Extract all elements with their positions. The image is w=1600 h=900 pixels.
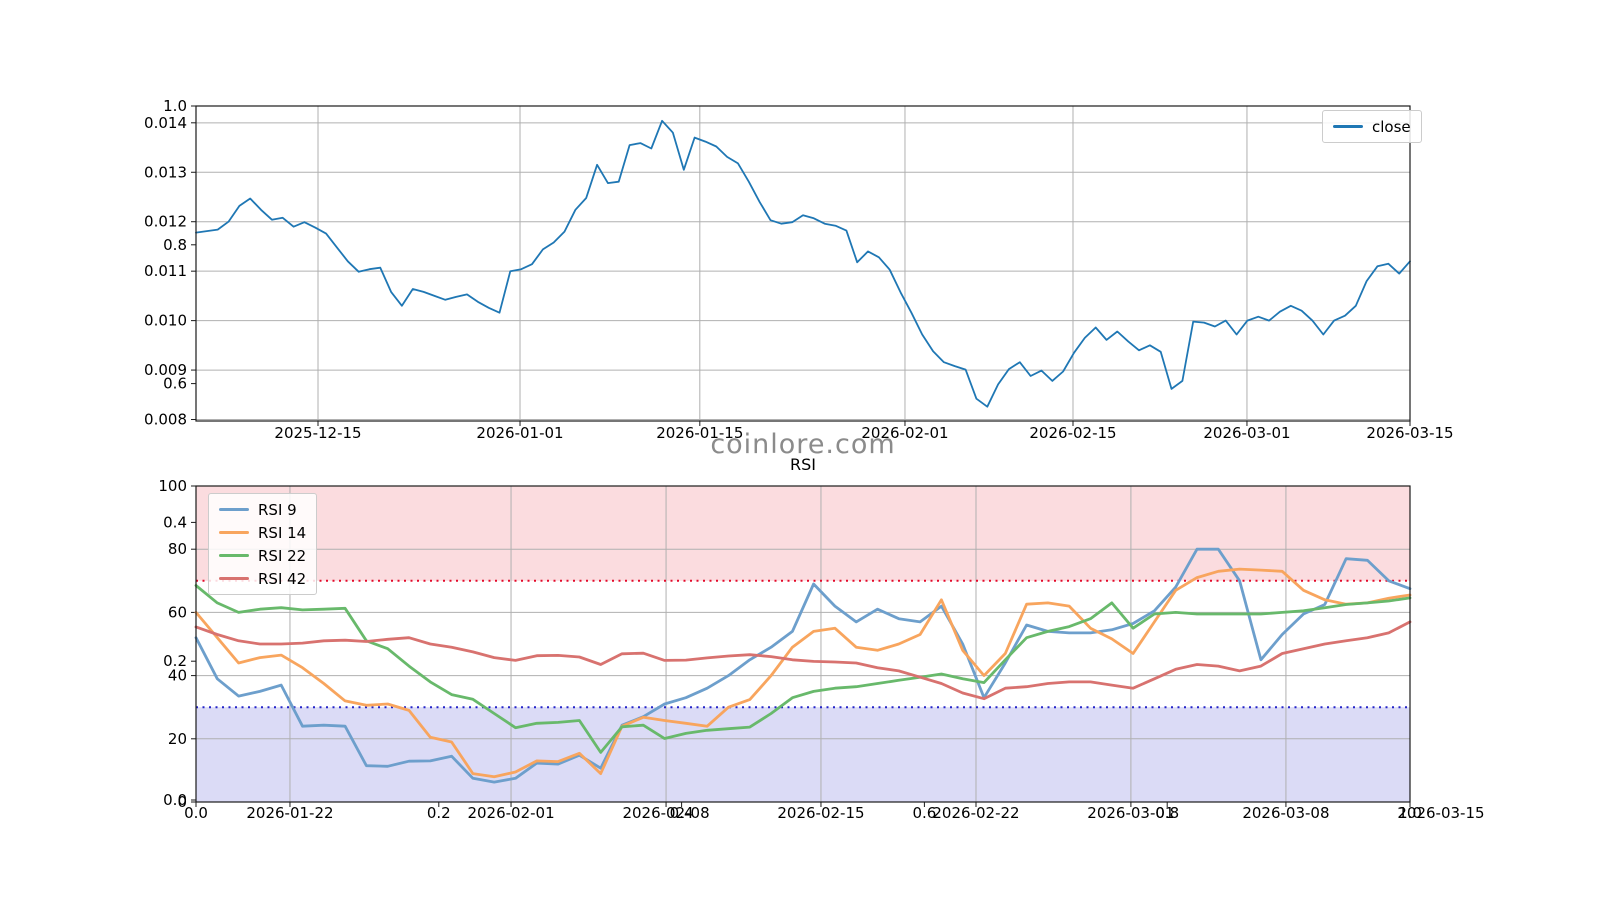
overlay-xtick-label: 0.8: [1155, 804, 1179, 822]
ytick-label: 20: [168, 730, 187, 748]
ytick-label: 0.012: [144, 213, 187, 231]
overbought-band: [196, 486, 1410, 581]
legend-label-rsi-9: RSI 9: [258, 500, 297, 519]
xtick-label: 2026-01-15: [656, 424, 743, 442]
legend-item-rsi-42: RSI 42: [219, 567, 306, 590]
xtick-label: 2025-12-15: [274, 424, 361, 442]
xtick-label: 2026-01-22: [246, 804, 333, 822]
ytick-label: 0.011: [144, 262, 187, 280]
ytick-label: 0.009: [144, 361, 187, 379]
ytick-label: 0.008: [144, 411, 187, 429]
overlay-xtick-label: 0.4: [670, 804, 694, 822]
close-line-swatch: [1333, 125, 1363, 128]
legend-item-close: close: [1333, 115, 1411, 138]
xtick-label: 2026-02-15: [777, 804, 864, 822]
axes-spine: [195, 485, 1411, 803]
xtick-label: 2026-02-08: [622, 804, 709, 822]
close-line: [195, 119, 1411, 408]
overlay-xtick-label: 0.0: [184, 804, 208, 822]
ytick-label: 0.013: [144, 163, 187, 181]
overlay-ytick-label: 1.0: [163, 97, 187, 115]
ytick-label: 80: [168, 540, 187, 558]
ytick-label: 0: [177, 793, 187, 811]
price-legend: close: [1322, 110, 1422, 143]
rsi-22-line-swatch: [219, 554, 249, 557]
xtick-label: 2026-03-08: [1242, 804, 1329, 822]
oversold-band: [196, 707, 1410, 802]
ytick-label: 100: [158, 477, 187, 495]
rsi-22-line: [194, 584, 1412, 754]
xtick-label: 2026-02-01: [861, 424, 948, 442]
rsi-14-line-swatch: [219, 531, 249, 534]
ytick-label: 60: [168, 603, 187, 621]
xtick-label: 2026-02-22: [932, 804, 1019, 822]
legend-item-rsi-22: RSI 22: [219, 544, 306, 567]
overlay-ytick-label: 0.0: [163, 791, 187, 809]
legend-label-rsi-14: RSI 14: [258, 523, 307, 542]
rsi-42-line: [194, 620, 1412, 701]
overlay-ytick-label: 0.2: [163, 652, 187, 670]
ytick-label: 40: [168, 667, 187, 685]
overlay-xtick-label: 0.6: [912, 804, 936, 822]
overlay-ytick-label: 0.8: [163, 236, 187, 254]
overlay-xtick-label: 0.2: [427, 804, 451, 822]
xtick-label: 2026-03-01: [1203, 424, 1290, 442]
rsi-14-line: [194, 567, 1412, 779]
overlay-ytick-label: 0.4: [163, 513, 187, 531]
xtick-label: 2026-03-01: [1087, 804, 1174, 822]
legend-item-rsi-9: RSI 9: [219, 498, 306, 521]
xtick-label: 2026-01-01: [476, 424, 563, 442]
legend-label-close: close: [1372, 117, 1411, 136]
legend-label-rsi-42: RSI 42: [258, 569, 307, 588]
overlay-ytick-label: 0.6: [163, 375, 187, 393]
rsi-9-line-swatch: [219, 508, 249, 511]
legend-label-rsi-22: RSI 22: [258, 546, 307, 565]
overlay-xtick-label: 1.0: [1398, 804, 1422, 822]
rsi-42-line-swatch: [219, 577, 249, 580]
rsi-legend: RSI 9 RSI 14 RSI 22 RSI 42: [208, 493, 318, 595]
rsi-chart-title: RSI: [790, 455, 816, 474]
watermark: coinlore.com: [710, 429, 896, 460]
xtick-label: 2026-03-15: [1397, 804, 1484, 822]
xtick-label: 2026-02-15: [1029, 424, 1116, 442]
xtick-label: 2026-02-01: [467, 804, 554, 822]
rsi-9-line: [194, 547, 1412, 784]
axes-spine: [195, 105, 1411, 422]
ytick-label: 0.010: [144, 312, 187, 330]
legend-item-rsi-14: RSI 14: [219, 521, 306, 544]
ytick-label: 0.014: [144, 114, 187, 132]
xtick-label: 2026-03-15: [1366, 424, 1453, 442]
